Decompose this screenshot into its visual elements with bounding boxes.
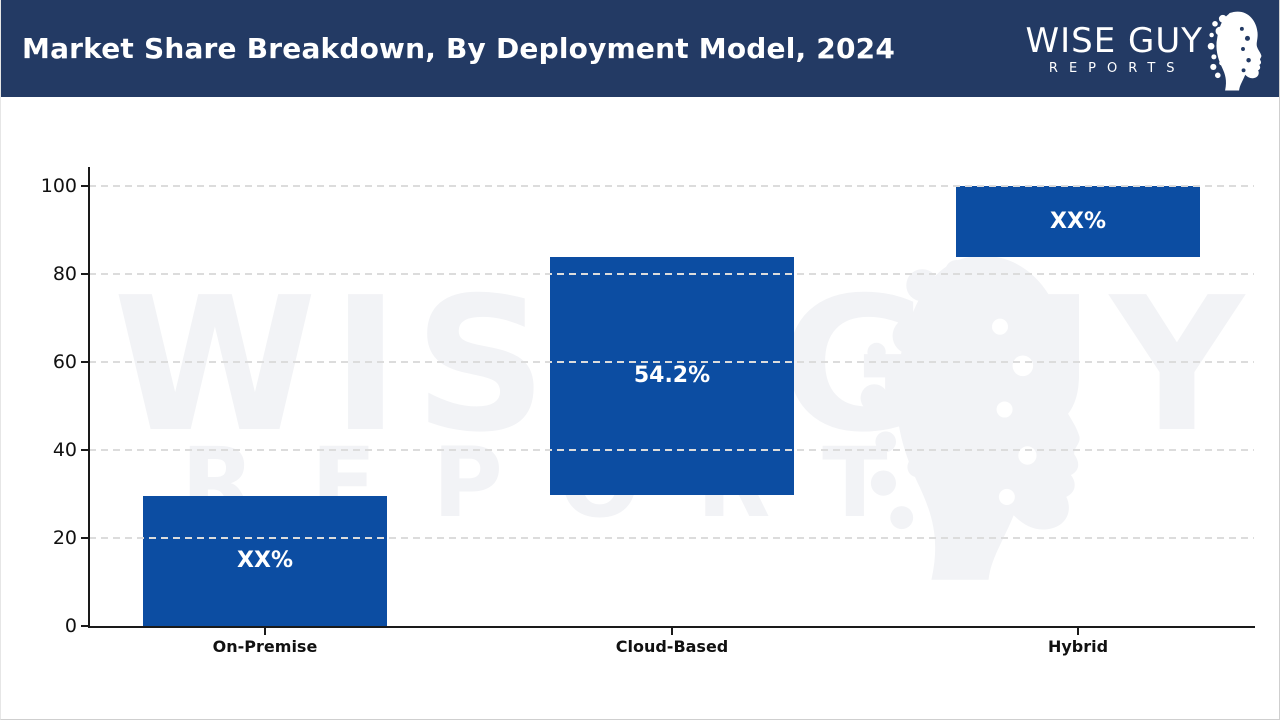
- x-axis-spine: [88, 626, 1255, 628]
- y-tick-label: 60: [52, 351, 77, 373]
- y-tick-mark: [81, 185, 89, 187]
- brand-logo: WISE GUY REPORTS: [1025, 4, 1267, 94]
- gridline-80: [89, 273, 1254, 275]
- y-tick-label: 100: [40, 175, 77, 197]
- y-tick-label: 80: [52, 263, 77, 285]
- y-tick-mark: [81, 449, 89, 451]
- gridline-100: [89, 185, 1254, 187]
- bar-on-premise: [143, 496, 387, 626]
- head-profile-logo-icon: [1205, 7, 1267, 91]
- y-tick-label: 20: [52, 527, 77, 549]
- header: Market Share Breakdown, By Deployment Mo…: [1, 0, 1279, 97]
- y-tick-mark: [81, 625, 89, 627]
- x-tick-mark: [671, 628, 673, 635]
- gridline-60: [89, 361, 1254, 363]
- category-label-hybrid: Hybrid: [1047, 637, 1109, 656]
- page-title: Market Share Breakdown, By Deployment Mo…: [22, 32, 896, 65]
- bar-hybrid: [956, 186, 1200, 257]
- gridline-40: [89, 449, 1254, 451]
- head-profile-watermark-icon: [856, 237, 1096, 582]
- category-label-cloud-based: Cloud-Based: [615, 637, 729, 656]
- category-label-on-premise: On-Premise: [212, 637, 318, 656]
- x-tick-mark: [1077, 628, 1079, 635]
- bar-value-label: XX%: [1050, 208, 1106, 234]
- y-axis-spine: [88, 167, 90, 628]
- y-tick-mark: [81, 273, 89, 275]
- brand-name: WISE GUY: [1025, 20, 1203, 61]
- y-tick-mark: [81, 361, 89, 363]
- chart: WISE GUY REPORTS 020406080100On-PremiseC…: [1, 97, 1279, 719]
- brand-subtitle: REPORTS: [1048, 60, 1186, 76]
- y-tick-mark: [81, 537, 89, 539]
- gridline-20: [89, 537, 1254, 539]
- x-tick-mark: [264, 628, 266, 635]
- bar-value-label: 54.2%: [633, 363, 711, 388]
- y-tick-label: 0: [64, 615, 77, 637]
- bar-value-label: XX%: [237, 548, 293, 573]
- bar-cloud-based: [550, 257, 794, 495]
- y-tick-label: 40: [52, 439, 77, 461]
- brand-logo-text: WISE GUY REPORTS: [1025, 23, 1203, 76]
